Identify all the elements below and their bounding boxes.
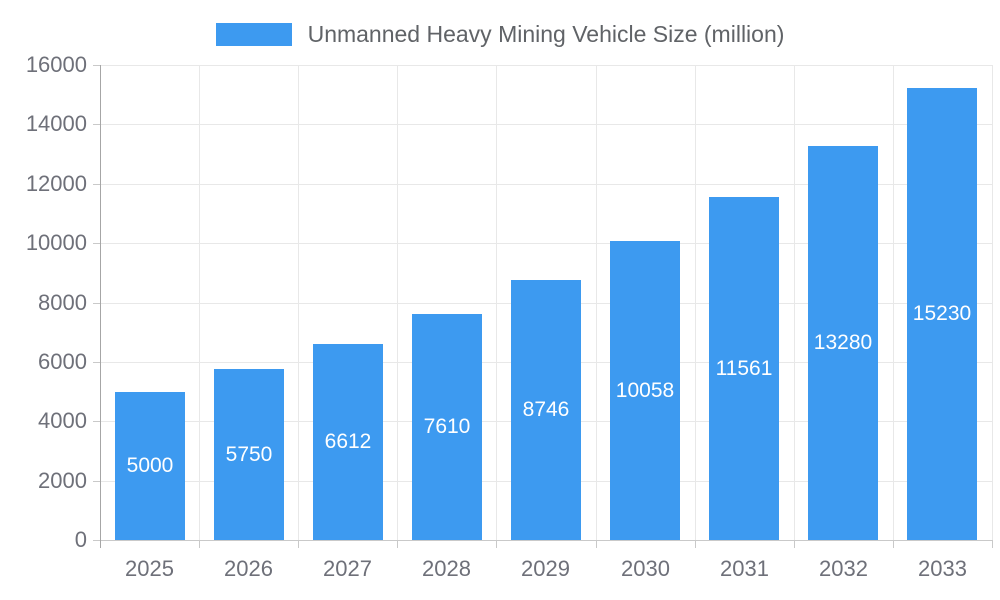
- bar: 5000: [115, 392, 185, 540]
- gridline-v: [397, 65, 398, 540]
- bar-value-label: 11561: [715, 356, 773, 380]
- y-tick-label: 8000: [38, 290, 87, 315]
- y-tick-label: 10000: [25, 230, 87, 255]
- gridline-v: [794, 65, 795, 540]
- x-tick: [794, 540, 795, 548]
- x-tick: [199, 540, 200, 548]
- gridline-v: [695, 65, 696, 540]
- gridline-h: [100, 65, 992, 66]
- y-tick: [93, 124, 100, 125]
- y-tick: [93, 421, 100, 422]
- gridline-v: [596, 65, 597, 540]
- bar-value-label: 15230: [912, 302, 972, 325]
- x-tick: [992, 540, 993, 548]
- y-tick-label: 0: [74, 527, 87, 552]
- bar: 7610: [412, 314, 482, 540]
- y-tick: [93, 303, 100, 304]
- gridline-h: [100, 124, 992, 125]
- gridline-v: [298, 65, 299, 540]
- x-tick-label: 2027: [323, 556, 372, 581]
- bar: 11561: [709, 197, 779, 540]
- y-tick-label: 6000: [38, 349, 87, 374]
- x-tick: [496, 540, 497, 548]
- gridline-v: [199, 65, 200, 540]
- legend-label: Unmanned Heavy Mining Vehicle Size (mill…: [307, 21, 785, 47]
- gridline-v: [992, 65, 993, 540]
- bar: 10058: [610, 241, 680, 540]
- x-tick: [893, 540, 894, 548]
- y-tick: [93, 362, 100, 363]
- legend[interactable]: Unmanned Heavy Mining Vehicle Size (mill…: [0, 18, 1000, 50]
- x-tick-label: 2032: [819, 556, 868, 581]
- x-tick-label: 2033: [918, 556, 967, 581]
- gridline-v: [496, 65, 497, 540]
- y-tick: [93, 184, 100, 185]
- x-tick-label: 2026: [224, 556, 273, 581]
- bar: 13280: [808, 146, 878, 540]
- gridline-v: [893, 65, 894, 540]
- bar-value-label: 7610: [423, 415, 471, 438]
- y-tick-label: 14000: [25, 111, 87, 136]
- x-tick: [298, 540, 299, 548]
- y-tick: [93, 65, 100, 66]
- bar-value-label: 5000: [126, 454, 174, 477]
- bar-value-label: 6612: [324, 430, 372, 453]
- x-tick-label: 2030: [621, 556, 670, 581]
- y-tick-label: 16000: [25, 52, 87, 77]
- bar: 8746: [511, 280, 581, 540]
- y-tick-label: 2000: [38, 468, 87, 493]
- x-tick-label: 2029: [521, 556, 570, 581]
- y-tick: [93, 540, 100, 541]
- y-tick: [93, 243, 100, 244]
- x-tick-label: 2028: [422, 556, 471, 581]
- bar: 5750: [214, 369, 284, 540]
- bar-value-label: 8746: [522, 398, 570, 421]
- x-axis-baseline: [100, 540, 992, 541]
- x-tick-label: 2031: [720, 556, 769, 581]
- bar-value-label: 13280: [813, 331, 873, 354]
- gridline-h: [100, 243, 992, 244]
- x-tick: [397, 540, 398, 548]
- y-axis-line: [100, 65, 101, 548]
- gridline-h: [100, 184, 992, 185]
- y-tick-label: 4000: [38, 408, 87, 433]
- x-tick-label: 2025: [125, 556, 174, 581]
- legend-swatch: [215, 22, 292, 46]
- x-tick: [695, 540, 696, 548]
- x-tick: [596, 540, 597, 548]
- bar-value-label: 5750: [225, 442, 273, 466]
- bar-value-label: 10058: [615, 378, 675, 402]
- y-tick: [93, 481, 100, 482]
- bar: 6612: [313, 344, 383, 540]
- bar: 15230: [907, 88, 977, 540]
- y-tick-label: 12000: [25, 171, 87, 196]
